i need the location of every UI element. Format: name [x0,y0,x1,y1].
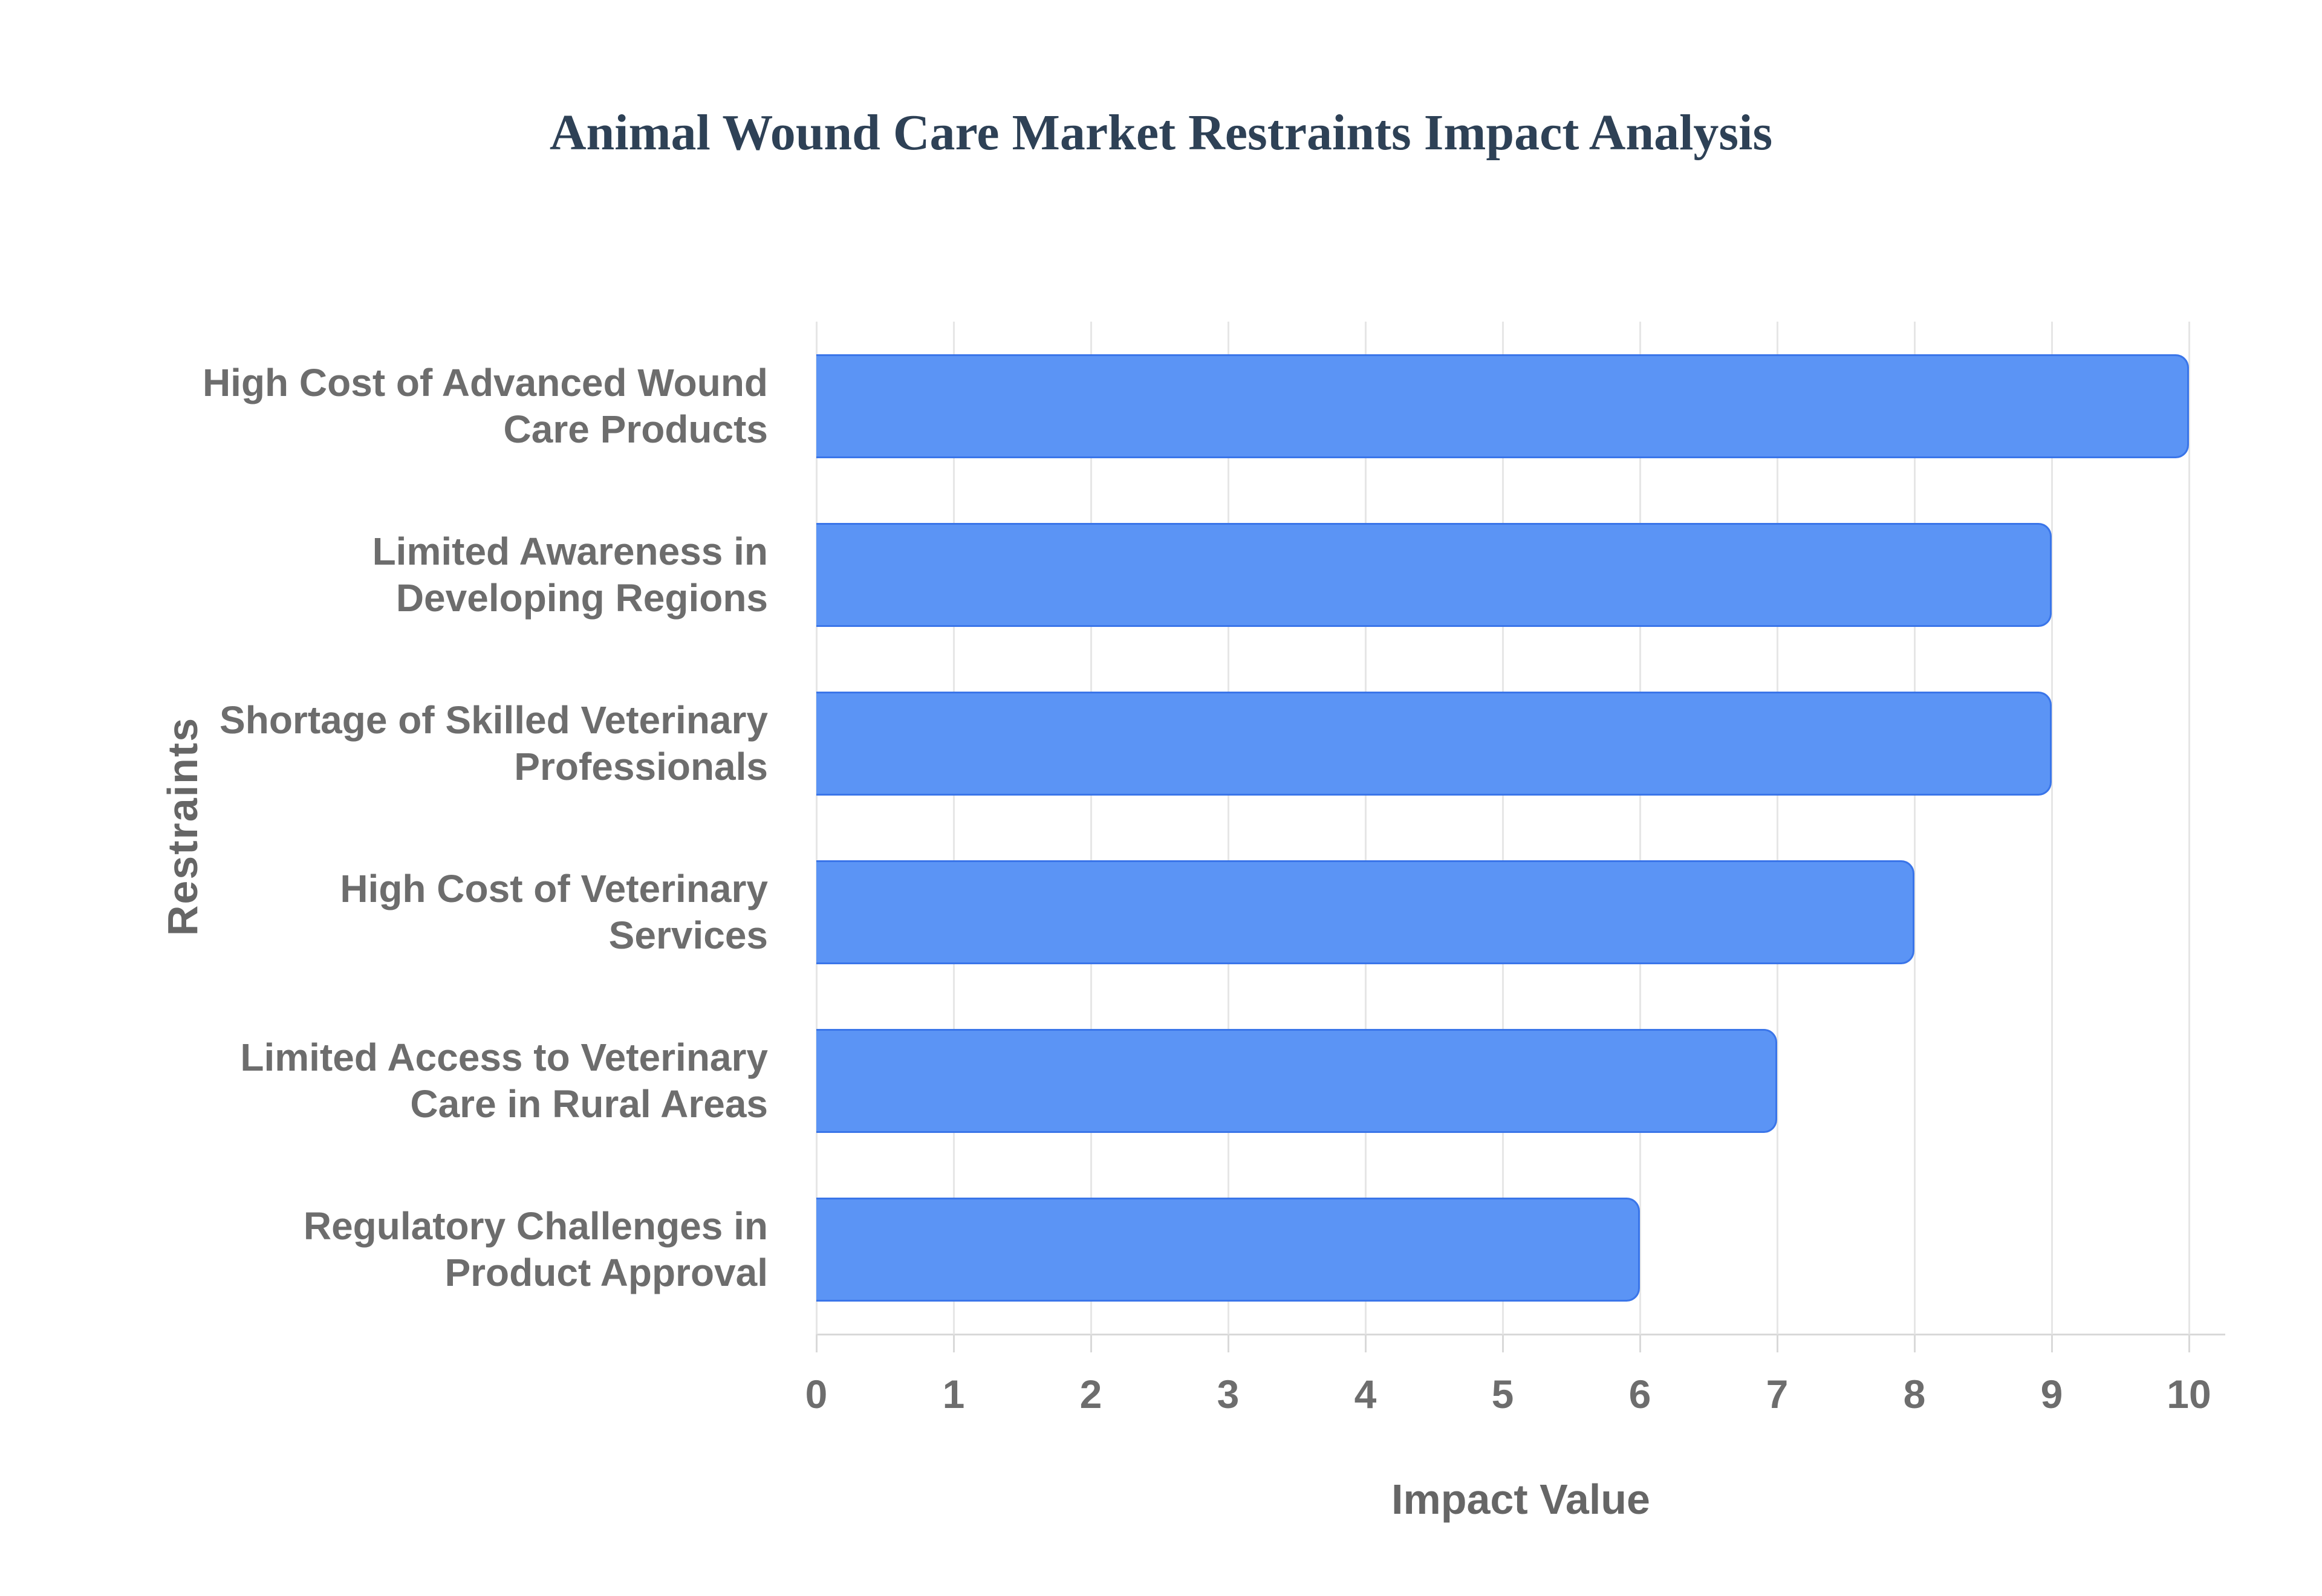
gridline [1913,322,1916,1334]
x-tick-label: 7 [1766,1372,1789,1416]
bar [816,691,2052,796]
category-label-line: Care Products [503,407,768,451]
x-tick-label: 10 [2167,1372,2211,1416]
x-tick-label: 5 [1491,1372,1514,1416]
category-label-line: Care in Rural Areas [410,1082,768,1126]
gridline [815,322,818,1334]
category-label-line: Limited Awareness in [372,529,768,573]
category-label: Shortage of Skilled Veterinary Profession… [175,697,768,790]
gridline [1090,322,1092,1334]
category-label-line: Services [608,913,768,958]
x-tick-mark [1639,1334,1641,1352]
x-axis-line [816,1334,2225,1335]
category-label-line: Regulatory Challenges in [303,1204,768,1248]
category-label-line: High Cost of Veterinary [340,867,768,911]
category-label-line: Developing Regions [395,576,768,620]
x-tick-mark [1227,1334,1229,1352]
x-tick-label: 6 [1628,1372,1651,1416]
category-label-line: High Cost of Advanced Wound [202,360,768,404]
category-label: High Cost of Advanced Wound Care Products [175,360,768,453]
x-tick-mark [1501,1334,1504,1352]
x-tick-mark [1913,1334,1916,1352]
gridline [1364,322,1367,1334]
x-tick-mark [2188,1334,2190,1352]
x-tick-mark [1776,1334,1778,1352]
category-label: Limited Access to Veterinary Care in Rura… [175,1034,768,1127]
category-label-line: Product Approval [444,1251,768,1295]
x-tick-label: 4 [1354,1372,1377,1416]
category-label-line: Shortage of Skilled Veterinary [220,698,768,742]
x-tick-mark [1364,1334,1367,1352]
gridline [1501,322,1504,1334]
bar [816,1198,1640,1302]
category-label: Limited Awareness in Developing Regions [175,528,768,621]
gridline [1639,322,1641,1334]
gridline [1776,322,1778,1334]
category-label-line: Professionals [514,744,768,788]
category-label: Regulatory Challenges in Product Approval [175,1203,768,1296]
y-axis-category-labels: High Cost of Advanced Wound Care Products… [0,322,792,1334]
plot-area: 0 1 2 3 4 5 6 7 8 9 10 [805,322,2225,1416]
gridline [2050,322,2053,1334]
gridline [2188,322,2190,1334]
x-tick-mark [815,1334,818,1352]
gridline [1227,322,1229,1334]
x-tick-label: 1 [942,1372,965,1416]
category-label: High Cost of Veterinary Services [175,866,768,959]
bar [816,1029,1777,1134]
x-tick-label: 2 [1079,1372,1102,1416]
x-tick-mark [2050,1334,2053,1352]
x-tick-label: 8 [1903,1372,1926,1416]
bar [816,860,1914,965]
chart-title: Animal Wound Care Market Restraints Impa… [549,105,1773,161]
x-tick-mark [952,1334,955,1352]
gridline [952,322,955,1334]
category-label-line: Limited Access to Veterinary [240,1036,768,1080]
bar [816,354,2189,458]
x-tick-label: 9 [2040,1372,2063,1416]
x-tick-mark [1090,1334,1092,1352]
x-tick-label: 0 [805,1372,828,1416]
bar [816,522,2052,627]
x-axis-title: Impact Value [1391,1476,1650,1523]
x-tick-label: 3 [1217,1372,1240,1416]
